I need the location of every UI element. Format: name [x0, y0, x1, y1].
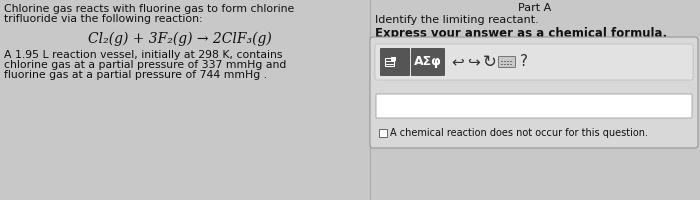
Bar — [385, 58, 394, 66]
Text: ?: ? — [520, 54, 528, 70]
Text: ↪: ↪ — [468, 54, 480, 70]
FancyBboxPatch shape — [411, 48, 445, 76]
FancyBboxPatch shape — [376, 94, 692, 118]
FancyBboxPatch shape — [498, 56, 515, 68]
Bar — [379, 129, 387, 137]
Text: chlorine gas at a partial pressure of 337 mmHg and: chlorine gas at a partial pressure of 33… — [4, 60, 286, 70]
FancyBboxPatch shape — [375, 44, 693, 80]
Text: Cl₂(g) + 3F₂(g) → 2ClF₃(g): Cl₂(g) + 3F₂(g) → 2ClF₃(g) — [88, 32, 272, 46]
FancyBboxPatch shape — [370, 37, 698, 148]
Text: AΣφ: AΣφ — [414, 55, 442, 68]
Text: Part A: Part A — [519, 3, 552, 13]
Text: A 1.95 L reaction vessel, initially at 298 K, contains: A 1.95 L reaction vessel, initially at 2… — [4, 50, 283, 60]
Text: ↻: ↻ — [483, 53, 497, 71]
Text: Identify the limiting reactant.: Identify the limiting reactant. — [375, 15, 539, 25]
Text: Express your answer as a chemical formula.: Express your answer as a chemical formul… — [375, 27, 667, 40]
Text: fluorine gas at a partial pressure of 744 mmHg .: fluorine gas at a partial pressure of 74… — [4, 70, 267, 80]
FancyBboxPatch shape — [380, 48, 410, 76]
Text: A chemical reaction does not occur for this question.: A chemical reaction does not occur for t… — [390, 128, 648, 138]
Text: trifluoride via the following reaction:: trifluoride via the following reaction: — [4, 14, 202, 24]
Text: ↩: ↩ — [452, 54, 464, 70]
Text: Chlorine gas reacts with fluorine gas to form chlorine: Chlorine gas reacts with fluorine gas to… — [4, 4, 294, 14]
Bar — [391, 57, 396, 61]
